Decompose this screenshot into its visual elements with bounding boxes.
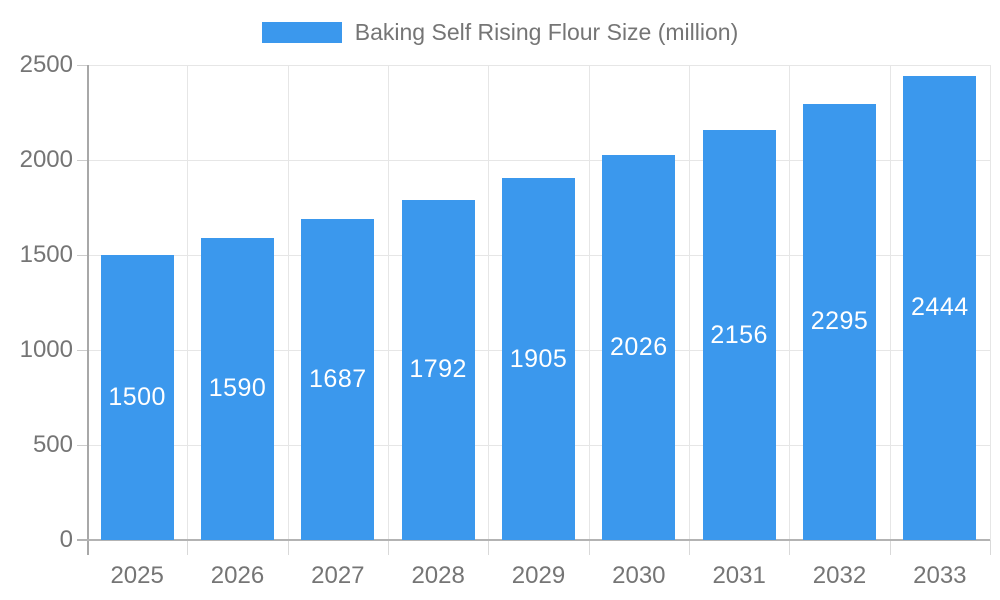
- y-tick-mark: [77, 350, 87, 351]
- bar: 2156: [702, 130, 776, 540]
- bar-value-label: 1687: [309, 365, 367, 394]
- plot-area: 0 500 1000 1500 2000 2500 1500 2025 1590 2026 1687…: [20, 51, 991, 589]
- legend: Baking Self Rising Flour Size (million): [0, 19, 1000, 45]
- x-tick-label: 2025: [110, 562, 164, 589]
- x-tick-label: 2033: [913, 562, 967, 589]
- x-tick-mark: [388, 540, 389, 555]
- x-tick-mark: [488, 540, 490, 555]
- x-tick-mark: [889, 540, 891, 555]
- x-tick-label: 2027: [311, 562, 365, 589]
- bar: 1905: [502, 178, 575, 540]
- y-gridline: [87, 160, 990, 161]
- bar: 1500: [100, 255, 174, 540]
- x-tick-mark: [789, 540, 791, 555]
- x-tick-label: 2026: [210, 562, 265, 589]
- y-tick-label: 500: [32, 431, 73, 458]
- bar: 2295: [803, 103, 876, 540]
- bar-value-label: 2295: [810, 307, 869, 336]
- x-gridline: [789, 65, 791, 540]
- x-gridline: [287, 65, 289, 540]
- x-gridline: [187, 65, 189, 540]
- y-tick-label: 2000: [19, 146, 73, 173]
- bar-value-label: 1792: [409, 355, 467, 384]
- y-tick-label: 2500: [19, 51, 73, 78]
- x-tick-mark: [990, 540, 991, 555]
- y-tick-label: 1000: [19, 336, 73, 363]
- bar-value-label: 2444: [911, 293, 969, 322]
- x-gridline: [689, 65, 690, 540]
- x-tick-label: 2032: [812, 562, 867, 589]
- y-tick-mark: [77, 445, 87, 446]
- y-tick-mark: [77, 255, 87, 256]
- x-gridline: [588, 65, 590, 540]
- x-tick-label: 2030: [612, 562, 666, 589]
- bar-value-label: 1905: [509, 344, 568, 373]
- x-gridline: [889, 65, 891, 540]
- legend-swatch: [261, 22, 342, 43]
- y-axis-line: [87, 65, 89, 555]
- x-tick-mark: [187, 540, 189, 555]
- bar-value-label: 1500: [108, 383, 166, 411]
- bar-value-label: 2156: [710, 320, 768, 349]
- x-tick-mark: [588, 540, 590, 555]
- bar: 1590: [201, 237, 274, 540]
- x-gridline: [488, 65, 490, 540]
- x-tick-mark: [689, 540, 690, 555]
- x-gridline: [388, 65, 389, 540]
- bar: 2444: [903, 75, 977, 540]
- x-tick-mark: [287, 540, 289, 555]
- bar: 2026: [602, 155, 676, 540]
- bar-value-label: 2026: [610, 333, 668, 362]
- x-tick-label: 2031: [712, 562, 766, 589]
- y-tick-label: 0: [59, 526, 73, 553]
- x-tick-label: 2029: [511, 562, 566, 589]
- bar: 1792: [401, 199, 475, 540]
- y-tick-mark: [77, 65, 87, 66]
- x-axis-line: [77, 539, 990, 541]
- y-tick-mark: [77, 160, 87, 161]
- bar: 1687: [301, 219, 375, 540]
- y-gridline: [87, 65, 990, 66]
- legend-label: Baking Self Rising Flour Size (million): [354, 19, 739, 45]
- y-tick-label: 1500: [19, 241, 73, 268]
- x-gridline: [990, 65, 991, 540]
- bar-value-label: 1590: [208, 374, 267, 403]
- x-tick-label: 2028: [411, 562, 465, 589]
